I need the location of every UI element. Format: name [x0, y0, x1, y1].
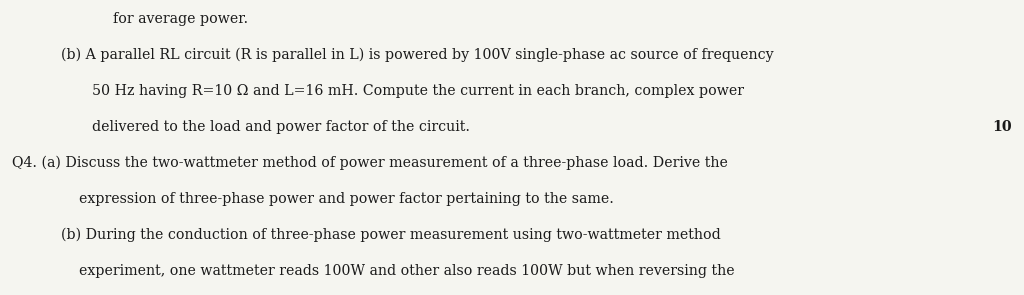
- Text: 50 Hz having R=10 Ω and L=16 mH. Compute the current in each branch, complex pow: 50 Hz having R=10 Ω and L=16 mH. Compute…: [92, 84, 744, 98]
- Text: experiment, one wattmeter reads 100W and other also reads 100W but when reversin: experiment, one wattmeter reads 100W and…: [79, 264, 734, 278]
- Text: (b) A parallel RL circuit (R is parallel in L) is powered by 100V single-phase a: (b) A parallel RL circuit (R is parallel…: [61, 48, 774, 62]
- Text: 10: 10: [992, 120, 1012, 134]
- Text: Q4. (a) Discuss the two-wattmeter method of power measurement of a three-phase l: Q4. (a) Discuss the two-wattmeter method…: [12, 156, 728, 170]
- Text: (b) During the conduction of three-phase power measurement using two-wattmeter m: (b) During the conduction of three-phase…: [61, 228, 721, 242]
- Text: delivered to the load and power factor of the circuit.: delivered to the load and power factor o…: [92, 120, 470, 134]
- Text: expression of three-phase power and power factor pertaining to the same.: expression of three-phase power and powe…: [79, 192, 613, 206]
- Text: for average power.: for average power.: [113, 12, 248, 26]
